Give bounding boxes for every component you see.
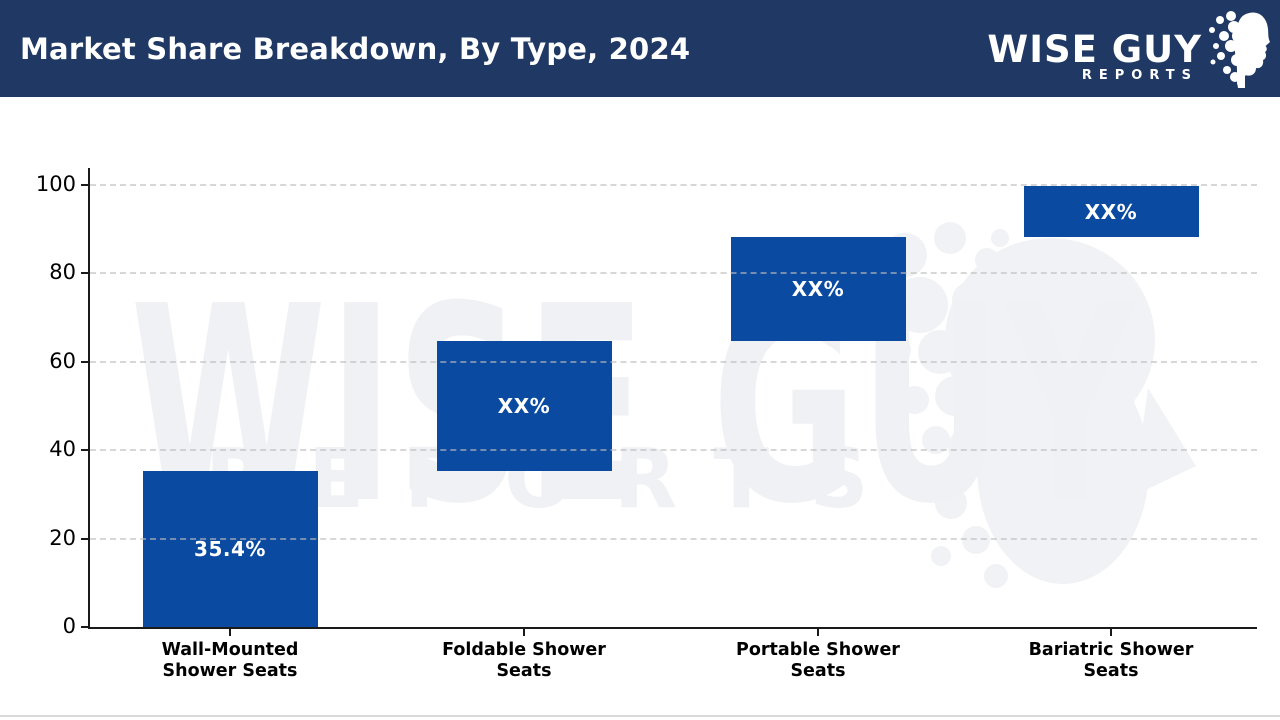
bar-value-label: XX% <box>1084 199 1138 224</box>
y-axis-tick <box>81 184 88 186</box>
y-axis-tick-label: 60 <box>49 348 76 373</box>
x-axis-tick <box>229 629 231 636</box>
bar-segment: XX% <box>1023 186 1199 238</box>
y-axis-tick-label: 40 <box>49 437 76 462</box>
gridline <box>90 360 1257 363</box>
y-axis-tick <box>81 272 88 275</box>
gridline <box>90 537 1257 540</box>
brand-tagline: REPORTS <box>1081 68 1198 83</box>
y-axis-tick <box>81 449 88 452</box>
x-category-label: Bariatric Shower Seats <box>1028 640 1194 681</box>
x-axis <box>88 627 1257 629</box>
y-axis <box>88 168 90 629</box>
y-axis-tick-label: 20 <box>49 525 76 550</box>
bar-segment: XX% <box>730 237 906 341</box>
page-title: Market Share Breakdown, By Type, 2024 <box>20 31 691 66</box>
brand-face-icon <box>1209 11 1270 88</box>
bottom-divider <box>0 715 1280 717</box>
gridline <box>90 449 1257 452</box>
bar-value-label: 35.4% <box>194 536 266 561</box>
x-category-label: Portable Shower Seats <box>736 640 900 681</box>
y-axis-tick <box>81 537 88 540</box>
x-axis-tick <box>1110 629 1112 636</box>
brand-wordmark: WISE GUY <box>987 28 1202 71</box>
x-axis-tick <box>817 629 819 636</box>
x-axis-tick <box>523 629 525 636</box>
bar-value-label: XX% <box>791 276 845 301</box>
gridline <box>90 272 1257 275</box>
bar-segment: 35.4% <box>142 470 318 627</box>
y-axis-tick-label: 100 <box>35 172 76 196</box>
bar-value-label: XX% <box>497 393 551 418</box>
brand-logo: WISE GUY REPORTS <box>987 6 1270 92</box>
header-bar: Market Share Breakdown, By Type, 2024 WI… <box>0 0 1280 97</box>
y-axis-tick-label: 80 <box>49 260 76 285</box>
x-category-label: Foldable Shower Seats <box>442 640 606 681</box>
y-axis-tick-label: 0 <box>62 614 76 638</box>
y-axis-tick <box>81 360 88 363</box>
gridline <box>90 184 1257 186</box>
y-axis-tick <box>81 626 88 628</box>
x-category-label: Wall-Mounted Shower Seats <box>161 640 299 681</box>
